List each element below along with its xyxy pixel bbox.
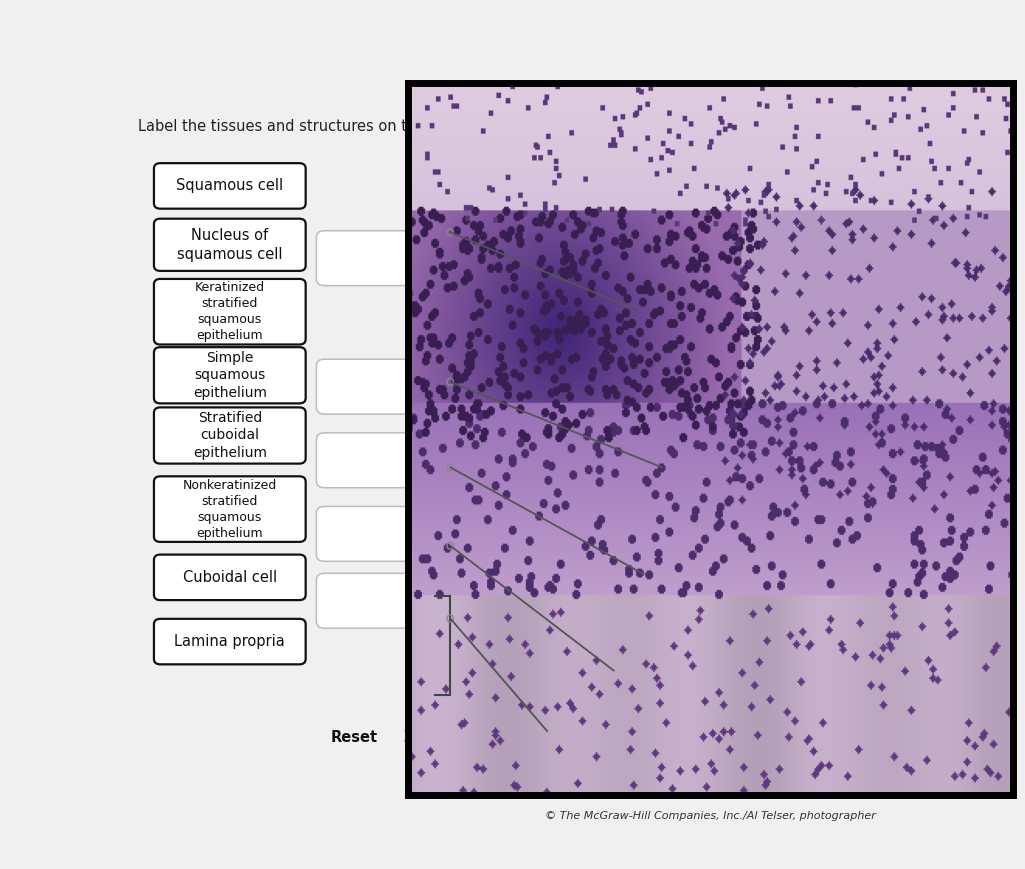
Text: Keratinized
stratified
squamous
epithelium: Keratinized stratified squamous epitheli… [195,282,264,342]
FancyBboxPatch shape [154,476,305,542]
Text: Reset: Reset [331,730,378,746]
Text: Cuboidal cell: Cuboidal cell [182,570,277,585]
Text: © The McGraw-Hill Companies, Inc./Al Telser, photographer: © The McGraw-Hill Companies, Inc./Al Tel… [545,811,875,821]
FancyBboxPatch shape [154,163,305,209]
Text: Nonkeratinized
stratified
squamous
epithelium: Nonkeratinized stratified squamous epith… [182,479,277,540]
Text: Zoom: Zoom [403,730,449,746]
FancyBboxPatch shape [317,433,451,488]
FancyBboxPatch shape [154,554,305,600]
Text: Squamous cell: Squamous cell [176,178,283,194]
Text: Stratified
cuboidal
epithelium: Stratified cuboidal epithelium [193,411,266,460]
FancyBboxPatch shape [154,279,305,344]
Text: Nucleus of
squamous cell: Nucleus of squamous cell [177,228,283,262]
Text: Simple
squamous
epithelium: Simple squamous epithelium [193,351,266,400]
FancyBboxPatch shape [154,619,305,664]
FancyBboxPatch shape [154,348,305,403]
FancyBboxPatch shape [154,219,305,271]
Text: Label the tissues and structures on the histology slide.: Label the tissues and structures on the … [137,119,540,134]
FancyBboxPatch shape [317,507,451,561]
FancyBboxPatch shape [154,408,305,463]
Text: Lamina propria: Lamina propria [174,634,285,649]
FancyBboxPatch shape [317,574,451,628]
FancyBboxPatch shape [317,231,451,286]
FancyBboxPatch shape [317,359,451,415]
